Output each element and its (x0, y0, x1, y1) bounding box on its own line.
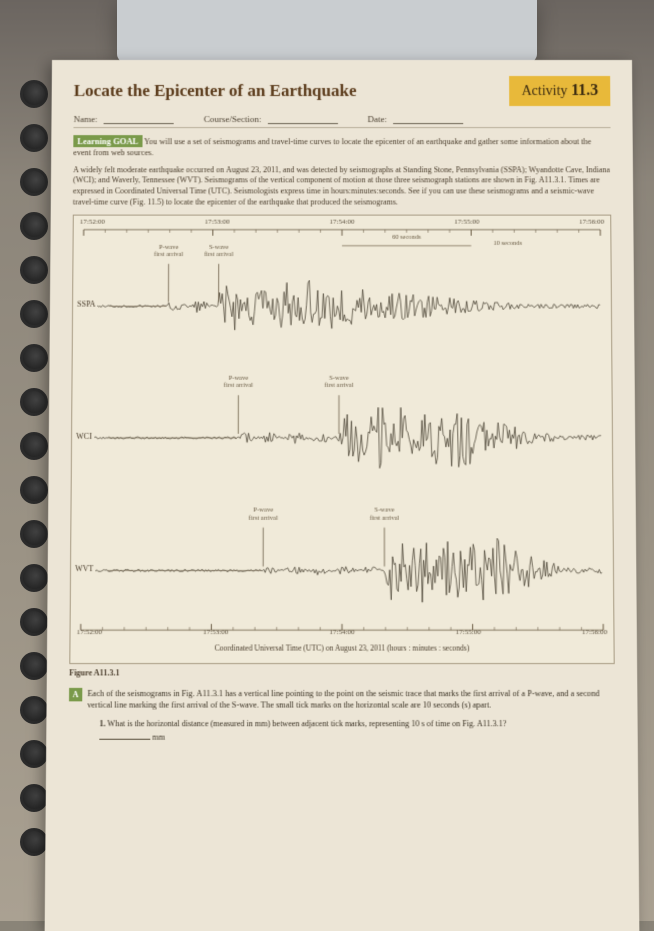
page-title: Locate the Epicenter of an Earthquake (74, 81, 357, 101)
figure-caption: Figure A11.3.1 (69, 668, 615, 677)
goal-text: You will use a set of seismograms and tr… (73, 137, 591, 158)
answer-blank (99, 729, 150, 739)
trace-label-wci: WCI (74, 431, 94, 440)
name-field: Name: (74, 114, 174, 124)
learning-goal: Learning GOAL You will use a set of seis… (73, 136, 611, 159)
arrival-label: S-wave first arrival (324, 375, 353, 390)
question-badge-a: A (69, 688, 82, 701)
arrival-label: S-wave first arrival (204, 243, 233, 257)
goal-label: Learning GOAL (73, 135, 142, 147)
seismogram-chart: 17:52:00 17:53:00 17:54:00 17:55:00 17:5… (69, 214, 614, 663)
trace-label-wvt: WVT (73, 564, 96, 573)
arrival-label: P-wave first arrival (249, 507, 278, 522)
time-axis-bottom: 17:52:00 17:53:00 17:54:00 17:55:00 17:5… (71, 628, 614, 636)
question-1: 1. What is the horizontal distance (meas… (69, 718, 616, 743)
question-a: A Each of the seismograms in Fig. A11.3.… (69, 688, 615, 712)
title-bar: Locate the Epicenter of an Earthquake Ac… (74, 76, 611, 106)
meta-row: Name: Course/Section: Date: (73, 114, 610, 128)
span-10s: 10 seconds (493, 240, 522, 247)
trace-label-sspa: SSPA (75, 300, 98, 309)
span-60s: 60 seconds (392, 234, 421, 241)
workbook-page: Locate the Epicenter of an Earthquake Ac… (45, 60, 640, 931)
arrival-label: P-wave first arrival (224, 375, 253, 390)
arrival-label: S-wave first arrival (370, 507, 399, 522)
seismogram-svg (70, 215, 613, 662)
time-axis-top: 17:52:00 17:53:00 17:54:00 17:55:00 17:5… (74, 217, 611, 225)
intro-paragraph: A widely felt moderate earthquake occurr… (73, 165, 611, 208)
question-a-text: Each of the seismograms in Fig. A11.3.1 … (87, 689, 599, 710)
date-field: Date: (368, 114, 464, 124)
course-field: Course/Section: (204, 114, 338, 124)
activity-badge: Activity 11.3 (510, 76, 611, 106)
xaxis-label: Coordinated Universal Time (UTC) on Augu… (70, 643, 613, 652)
arrival-label: P-wave first arrival (154, 243, 183, 257)
